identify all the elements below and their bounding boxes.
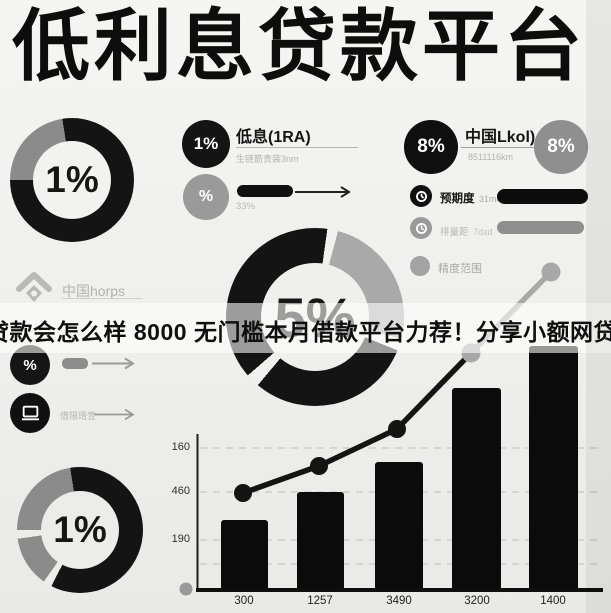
- y-tick-label: 460: [171, 485, 190, 497]
- china-card-caption: 8511116km: [468, 152, 514, 162]
- headline-text: 贷款会怎么样 8000 无门槛本月借款平台力荐！分享小额网贷口子8000: [0, 319, 611, 345]
- donut-chart-top-left: 1%: [10, 118, 134, 242]
- china-card-title: 中国Lkol): [465, 129, 536, 146]
- headline-banner: 贷款会怎么样 8000 无门槛本月借款平台力荐！分享小额网贷口子8000: [0, 303, 611, 353]
- bar: [375, 462, 423, 590]
- row2-value: 7dxd: [472, 227, 493, 237]
- low-interest-badge: 1%: [182, 120, 230, 168]
- value-bar: [62, 358, 88, 369]
- origin-dot: [179, 582, 193, 596]
- divider: [236, 147, 358, 148]
- bar: [297, 492, 344, 590]
- dot-icon: [410, 256, 430, 276]
- row1-label: 预期度: [440, 193, 475, 205]
- row1-value: 31mm: [478, 194, 504, 204]
- trend-line: [234, 262, 561, 502]
- donut-value: 1%: [45, 159, 99, 200]
- bar: [452, 388, 501, 590]
- y-tick-label: 160: [171, 441, 190, 453]
- page-title: 低利息贷款平台: [12, 2, 587, 90]
- divider: [62, 298, 142, 299]
- low-interest-title: 低息(1RA): [236, 129, 311, 146]
- row3-label: 精度范围: [438, 263, 482, 275]
- arrow-right-icon: [92, 357, 140, 370]
- donut-chart-bottom-left: 1%: [17, 467, 143, 593]
- device-row-label: 借限珸萱: [60, 411, 97, 421]
- x-category-label: 1400: [540, 595, 566, 607]
- x-category-label: 3200: [464, 595, 490, 607]
- donut-value: 1%: [53, 509, 107, 550]
- low-interest-caption: 生链筋贵装3nm: [236, 154, 299, 164]
- value-bar: [497, 221, 584, 234]
- clock-icon: [410, 217, 432, 239]
- value-bar: [237, 185, 293, 197]
- arrow-right-icon: [295, 186, 357, 198]
- laptop-icon: [10, 393, 50, 433]
- x-category-label: 300: [234, 595, 254, 607]
- bars: [221, 346, 578, 590]
- china-badge-right: 8%: [534, 120, 588, 174]
- home-icon: [12, 268, 56, 308]
- clock-icon: [410, 185, 432, 207]
- low-interest-caption2: 33%: [236, 201, 256, 212]
- value-bar: [497, 189, 588, 204]
- bar: [221, 520, 268, 590]
- x-category-label: 1257: [307, 595, 333, 607]
- y-tick-label: 190: [171, 533, 190, 545]
- china-badge-left: 8%: [404, 120, 458, 174]
- percent-badge-gray: %: [183, 174, 229, 220]
- row2-label: 排量距: [440, 227, 469, 238]
- brand-label: 中国horps: [62, 283, 126, 299]
- bar: [529, 346, 578, 590]
- divider: [461, 147, 539, 148]
- x-category-label: 3490: [386, 595, 412, 607]
- arrow-right-icon: [94, 408, 140, 421]
